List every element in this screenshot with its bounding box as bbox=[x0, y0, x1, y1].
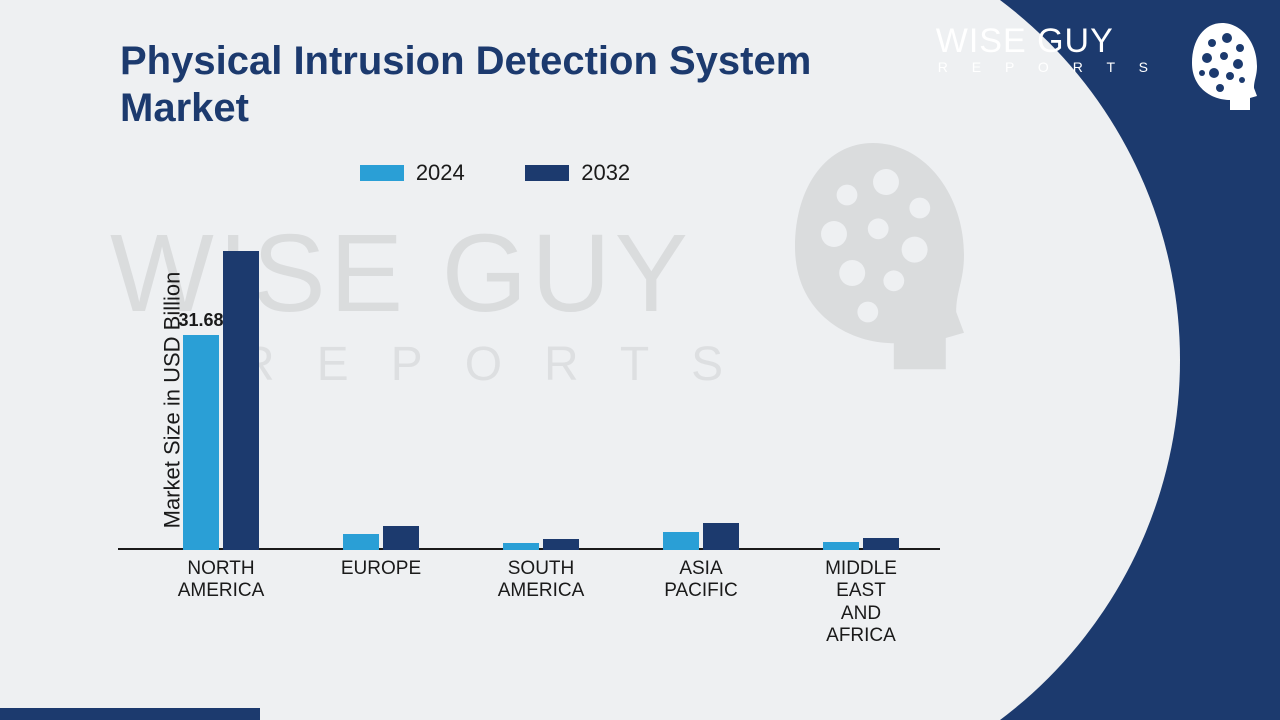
chart-title: Physical Intrusion Detection System Mark… bbox=[120, 38, 860, 132]
infographic-canvas: WISE GUY R E P O R T S Physical Intrusio… bbox=[0, 0, 1280, 720]
logo-line2: R E P O R T S bbox=[936, 59, 1158, 75]
bar-2032 bbox=[223, 251, 259, 550]
logo-head-icon bbox=[1172, 18, 1262, 118]
category-label: EUROPE bbox=[341, 558, 421, 580]
bar-2032 bbox=[383, 526, 419, 550]
legend-item-2024: 2024 bbox=[360, 160, 465, 186]
legend-label-2024: 2024 bbox=[416, 160, 465, 186]
category-label: SOUTH AMERICA bbox=[498, 558, 585, 603]
legend-swatch-2032 bbox=[525, 165, 569, 181]
category-label: MIDDLE EAST AND AFRICA bbox=[825, 558, 897, 648]
bar-2024 bbox=[503, 543, 539, 550]
category-label: NORTH AMERICA bbox=[178, 558, 265, 603]
legend: 2024 2032 bbox=[50, 160, 940, 186]
bar-chart: Market Size in USD Billion 2024 2032 31.… bbox=[50, 160, 940, 640]
bar-2024 bbox=[823, 542, 859, 550]
bar-2024 bbox=[343, 534, 379, 550]
legend-label-2032: 2032 bbox=[581, 160, 630, 186]
category-label: ASIA PACIFIC bbox=[664, 558, 738, 603]
logo-line1: WISE GUY bbox=[936, 22, 1158, 61]
brand-logo: WISE GUY R E P O R T S bbox=[936, 22, 1158, 75]
legend-swatch-2024 bbox=[360, 165, 404, 181]
bar-2024: 31.68 bbox=[183, 335, 219, 550]
bar-2032 bbox=[703, 523, 739, 550]
bar-2024 bbox=[663, 532, 699, 550]
plot-area: 31.68NORTH AMERICAEUROPESOUTH AMERICAASI… bbox=[118, 210, 940, 550]
legend-item-2032: 2032 bbox=[525, 160, 630, 186]
bar-value-label: 31.68 bbox=[178, 310, 223, 331]
bar-2032 bbox=[863, 538, 899, 550]
footer-accent-bar bbox=[0, 708, 260, 720]
bar-2032 bbox=[543, 539, 579, 550]
